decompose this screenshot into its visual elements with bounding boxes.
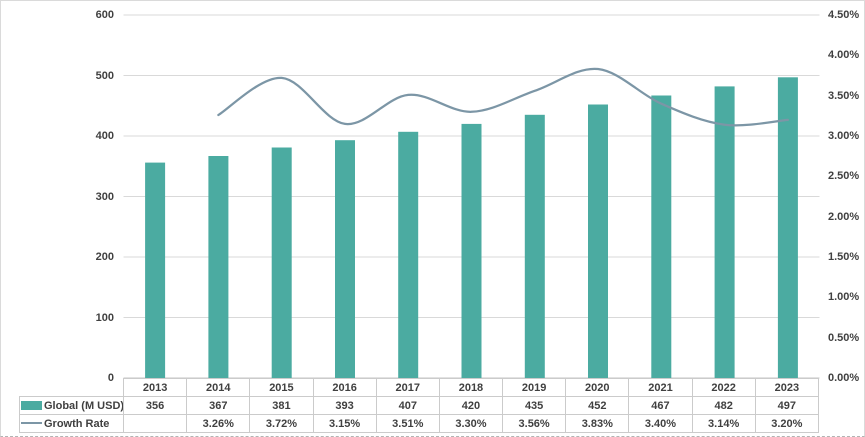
cell-2018-global: 420: [438, 396, 504, 415]
year-header-2020: 2020: [565, 378, 630, 397]
right-axis-tick-4.00%: 4.00%: [828, 49, 860, 62]
bar-2018: [461, 123, 482, 379]
left-axis-tick-600: 600: [95, 9, 114, 21]
cell-2019-growth: 3.56%: [502, 414, 567, 433]
year-header-2017: 2017: [375, 378, 440, 397]
year-header-row: 2013 2014 2015 2016 2017 2018 2019 2020 2021 2022…: [19, 378, 820, 397]
cell-2016-growth: 3.15%: [312, 414, 377, 433]
left-axis-tick-400: 400: [95, 130, 114, 142]
cell-2020-growth: 3.83%: [565, 414, 630, 433]
bar-2021: [651, 95, 672, 378]
right-axis-tick-2.00%: 2.00%: [828, 210, 860, 223]
table-corner-spacer: [19, 378, 124, 397]
bar-series-swatch-icon: [21, 400, 42, 410]
right-axis-tick-4.50%: 4.50%: [828, 9, 860, 21]
year-header-2016: 2016: [312, 378, 377, 397]
cell-2021-global: 467: [628, 396, 693, 415]
right-axis-tick-2.50%: 2.50%: [828, 170, 860, 183]
right-axis-tick-1.00%: 1.00%: [828, 291, 860, 304]
bar-2023: [777, 77, 798, 379]
year-header-2023: 2023: [754, 378, 820, 397]
cell-2022-growth: 3.14%: [691, 414, 756, 433]
cell-2017-growth: 3.51%: [375, 414, 440, 433]
year-header-2015: 2015: [249, 378, 314, 397]
cell-2015-growth: 3.72%: [249, 414, 314, 433]
cell-2013-global: 356: [122, 396, 188, 415]
bar-2015: [271, 147, 292, 378]
bar-2019: [524, 114, 545, 379]
left-axis-tick-200: 200: [95, 251, 114, 263]
legend-cell-global: Global (M USD): [19, 396, 124, 415]
series-label: Global (M USD): [44, 399, 124, 412]
right-axis-tick-0.50%: 0.50%: [828, 331, 860, 344]
year-header-2014: 2014: [186, 378, 251, 397]
cell-2019-global: 435: [502, 396, 567, 415]
bar-2020: [588, 104, 608, 378]
cell-2023-global: 497: [754, 396, 820, 415]
table-row: Growth Rate 3.26% 3.72% 3.15% 3.51% 3.30% 3.56…: [19, 414, 820, 433]
growth-rate-line: [217, 67, 790, 127]
cell-2013-growth: [122, 414, 188, 433]
cell-2023-growth: 3.20%: [754, 414, 820, 433]
table-row: Global (M USD) 356 367 381 393 407 420 435 452 46…: [19, 396, 820, 415]
left-axis-tick-100: 100: [95, 311, 114, 324]
year-header-2021: 2021: [628, 378, 693, 397]
left-axis-tick-0: 0: [107, 372, 114, 384]
right-axis-tick-0.00%: 0.00%: [828, 372, 860, 384]
right-axis-tick-3.50%: 3.50%: [828, 89, 860, 102]
year-header-2013: 2013: [122, 378, 188, 397]
data-table-legend: 2013 2014 2015 2016 2017 2018 2019 2020 2021 2022…: [19, 378, 820, 433]
left-axis-tick-500: 500: [95, 69, 114, 82]
year-header-2022: 2022: [691, 378, 756, 397]
cell-2021-growth: 3.40%: [628, 414, 693, 433]
right-axis-tick-1.50%: 1.50%: [828, 251, 860, 263]
legend-cell-growth-rate: Growth Rate: [19, 414, 124, 433]
cell-2020-global: 452: [565, 396, 630, 415]
left-axis-tick-300: 300: [95, 190, 114, 203]
cell-2015-global: 381: [249, 396, 314, 415]
cell-2022-global: 482: [691, 396, 756, 415]
year-header-2019: 2019: [502, 378, 567, 397]
cell-2014-global: 367: [186, 396, 251, 415]
line-series-swatch-icon: [21, 421, 42, 424]
bar-2016: [335, 140, 355, 378]
bar-2022: [714, 86, 735, 379]
cell-2016-global: 393: [312, 396, 377, 415]
cell-2017-global: 407: [375, 396, 440, 415]
bar-2013: [145, 162, 166, 378]
cell-2018-growth: 3.30%: [438, 414, 504, 433]
year-header-2018: 2018: [438, 378, 504, 397]
series-label: Growth Rate: [44, 417, 110, 430]
bar-2017: [398, 131, 419, 378]
bar-2014: [208, 156, 229, 378]
cell-2014-growth: 3.26%: [186, 414, 251, 433]
right-axis-tick-3.00%: 3.00%: [828, 130, 860, 142]
